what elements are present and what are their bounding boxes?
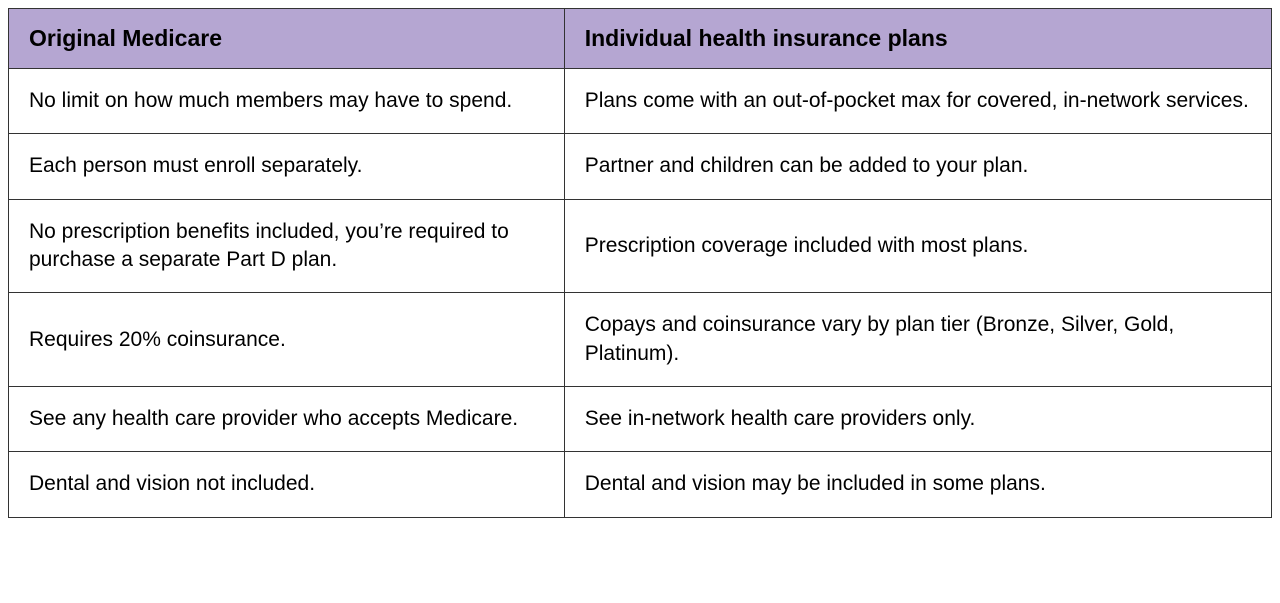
- cell-medicare: Each person must enroll separately.: [9, 134, 565, 199]
- cell-medicare: See any health care provider who accepts…: [9, 387, 565, 452]
- table-row: No prescription benefits included, you’r…: [9, 199, 1272, 293]
- cell-individual: See in-network health care providers onl…: [564, 387, 1271, 452]
- cell-individual: Prescription coverage included with most…: [564, 199, 1271, 293]
- cell-medicare: No limit on how much members may have to…: [9, 69, 565, 134]
- table-row: No limit on how much members may have to…: [9, 69, 1272, 134]
- cell-medicare: Dental and vision not included.: [9, 452, 565, 517]
- column-header-individual: Individual health insurance plans: [564, 9, 1271, 69]
- table-header-row: Original Medicare Individual health insu…: [9, 9, 1272, 69]
- cell-individual: Copays and coinsurance vary by plan tier…: [564, 293, 1271, 387]
- comparison-table: Original Medicare Individual health insu…: [8, 8, 1272, 518]
- cell-medicare: No prescription benefits included, you’r…: [9, 199, 565, 293]
- table-row: Each person must enroll separately. Part…: [9, 134, 1272, 199]
- cell-medicare: Requires 20% coinsurance.: [9, 293, 565, 387]
- table-row: See any health care provider who accepts…: [9, 387, 1272, 452]
- table-row: Requires 20% coinsurance. Copays and coi…: [9, 293, 1272, 387]
- table-row: Dental and vision not included. Dental a…: [9, 452, 1272, 517]
- table-body: No limit on how much members may have to…: [9, 69, 1272, 518]
- cell-individual: Dental and vision may be included in som…: [564, 452, 1271, 517]
- column-header-medicare: Original Medicare: [9, 9, 565, 69]
- cell-individual: Plans come with an out-of-pocket max for…: [564, 69, 1271, 134]
- cell-individual: Partner and children can be added to you…: [564, 134, 1271, 199]
